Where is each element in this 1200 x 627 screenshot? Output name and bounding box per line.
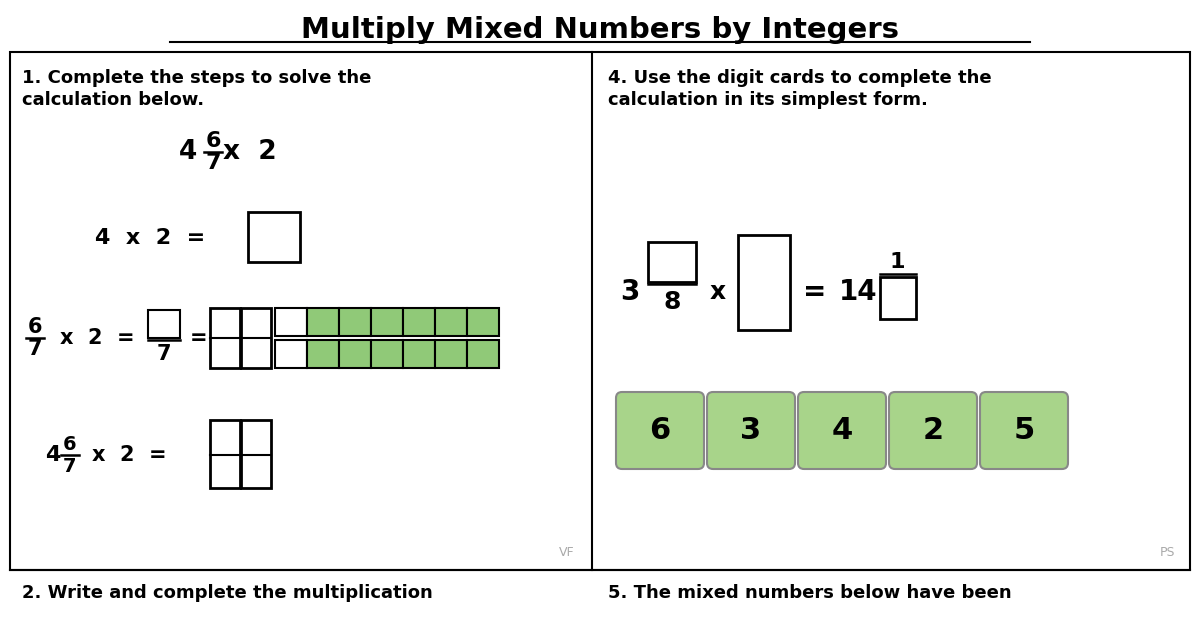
Text: 4: 4 [46,445,60,465]
Text: 6: 6 [64,435,77,453]
Text: 3: 3 [740,416,762,445]
Bar [436,308,467,336]
Text: Multiply Mixed Numbers by Integers: Multiply Mixed Numbers by Integers [301,16,899,44]
Text: x  2  =: x 2 = [92,445,167,465]
Bar [210,420,240,488]
Text: calculation below.: calculation below. [22,91,204,109]
Bar [275,340,307,368]
Bar [340,340,371,368]
Text: 7: 7 [157,344,172,364]
Text: 7: 7 [64,456,77,475]
Bar [467,308,499,336]
Text: =: = [190,328,208,348]
Bar [880,277,916,319]
Text: 7: 7 [28,339,42,359]
Text: 2. Write and complete the multiplication: 2. Write and complete the multiplication [22,584,433,602]
Bar [307,308,340,336]
Text: VF: VF [559,547,575,559]
Bar [241,420,271,488]
Text: 4. Use the digit cards to complete the: 4. Use the digit cards to complete the [608,69,991,87]
Text: 2: 2 [923,416,943,445]
FancyBboxPatch shape [707,392,796,469]
Text: x  2: x 2 [223,139,277,165]
Bar [248,212,300,262]
FancyBboxPatch shape [616,392,704,469]
Text: x  2  =: x 2 = [60,328,134,348]
Bar [210,308,240,368]
Text: 4: 4 [832,416,853,445]
Bar [307,340,340,368]
Bar [738,235,790,330]
Bar [467,340,499,368]
Bar [371,340,403,368]
Text: 6: 6 [649,416,671,445]
Bar [371,308,403,336]
Bar [403,308,436,336]
Text: 4  x  2  =: 4 x 2 = [95,228,205,248]
Text: 14: 14 [839,278,877,306]
FancyBboxPatch shape [798,392,886,469]
Text: calculation in its simplest form.: calculation in its simplest form. [608,91,928,109]
Bar [241,308,271,368]
Text: 5: 5 [1013,416,1034,445]
Bar [340,308,371,336]
Text: 6: 6 [28,317,42,337]
Bar [148,310,180,338]
Bar [275,308,307,336]
Text: 1. Complete the steps to solve the: 1. Complete the steps to solve the [22,69,371,87]
FancyBboxPatch shape [980,392,1068,469]
FancyBboxPatch shape [889,392,977,469]
Text: 1: 1 [889,252,905,272]
Text: x: x [710,280,726,304]
Text: 8: 8 [664,290,680,314]
Text: =: = [803,278,827,306]
Bar [10,52,1190,570]
Text: 4: 4 [179,139,197,165]
Text: 3: 3 [620,278,640,306]
Text: PS: PS [1159,547,1175,559]
Text: 5. The mixed numbers below have been: 5. The mixed numbers below have been [608,584,1012,602]
Bar [403,340,436,368]
Text: 7: 7 [205,153,221,173]
Bar [436,340,467,368]
Bar [648,242,696,282]
Text: 6: 6 [205,131,221,151]
